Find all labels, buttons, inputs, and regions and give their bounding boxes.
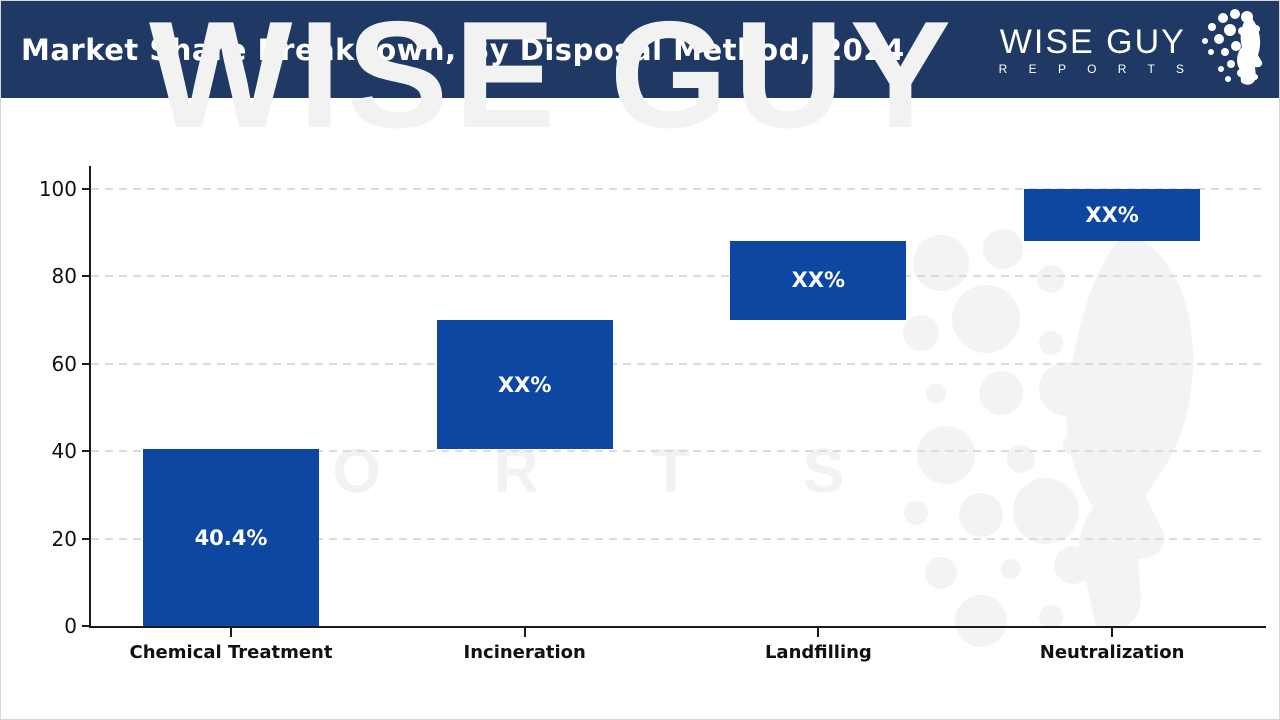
- header: Market Share Breakdown, By Disposal Meth…: [1, 1, 1279, 98]
- gridline: [91, 537, 1266, 540]
- bar-incineration: XX%: [436, 319, 613, 450]
- x-axis-tick: [1111, 628, 1114, 637]
- bar-value-label: 40.4%: [194, 525, 268, 550]
- bar-chemical-treatment: 40.4%: [143, 449, 319, 626]
- brand-logo: WISE GUY R E P O R T S: [993, 7, 1263, 93]
- watermark-text: WISE GUY: [149, 0, 958, 160]
- y-axis-tick: [82, 450, 91, 452]
- gridline: [91, 450, 1266, 452]
- y-axis-tick: [82, 187, 91, 190]
- y-axis-tick-label: 60: [51, 351, 77, 376]
- watermark-head-icon: [881, 223, 1201, 657]
- gridline: [91, 275, 1266, 277]
- brand-subname: R E P O R T S: [998, 61, 1193, 76]
- x-axis-category-label: Incineration: [463, 642, 586, 663]
- y-axis-tick-label: 40: [51, 439, 77, 463]
- y-axis-tick-label: 20: [51, 526, 77, 551]
- x-axis-category-label: Neutralization: [1039, 642, 1185, 663]
- x-axis-tick: [817, 628, 820, 637]
- y-axis: [89, 166, 91, 628]
- x-axis-category-label: Landfilling: [764, 642, 872, 663]
- brand-name: WISE GUY: [999, 22, 1186, 61]
- brand-logo-text: WISE GUY R E P O R T S: [993, 25, 1193, 75]
- y-axis-tick: [82, 537, 91, 540]
- bar-value-label: XX%: [497, 372, 552, 397]
- y-axis-tick: [82, 362, 91, 365]
- page-title: Market Share Breakdown, By Disposal Meth…: [21, 32, 905, 67]
- bar-value-label: XX%: [791, 268, 846, 293]
- y-axis-tick: [82, 625, 91, 627]
- wiseguy-head-icon: [1197, 7, 1263, 93]
- gridline: [91, 187, 1266, 190]
- y-axis-tick-label: 80: [51, 264, 77, 288]
- x-axis-tick: [230, 628, 232, 637]
- x-axis: [89, 626, 1266, 628]
- gridline: [91, 362, 1266, 365]
- bar-landfilling: XX%: [730, 241, 907, 320]
- y-axis-tick-label: 100: [38, 176, 77, 201]
- x-axis-tick: [523, 628, 526, 637]
- bar-neutralization: XX%: [1024, 188, 1201, 241]
- x-axis-category-label: Chemical Treatment: [129, 642, 333, 663]
- bar-value-label: XX%: [1085, 202, 1139, 227]
- y-axis-tick-label: 0: [64, 614, 77, 638]
- y-axis-tick: [82, 275, 91, 277]
